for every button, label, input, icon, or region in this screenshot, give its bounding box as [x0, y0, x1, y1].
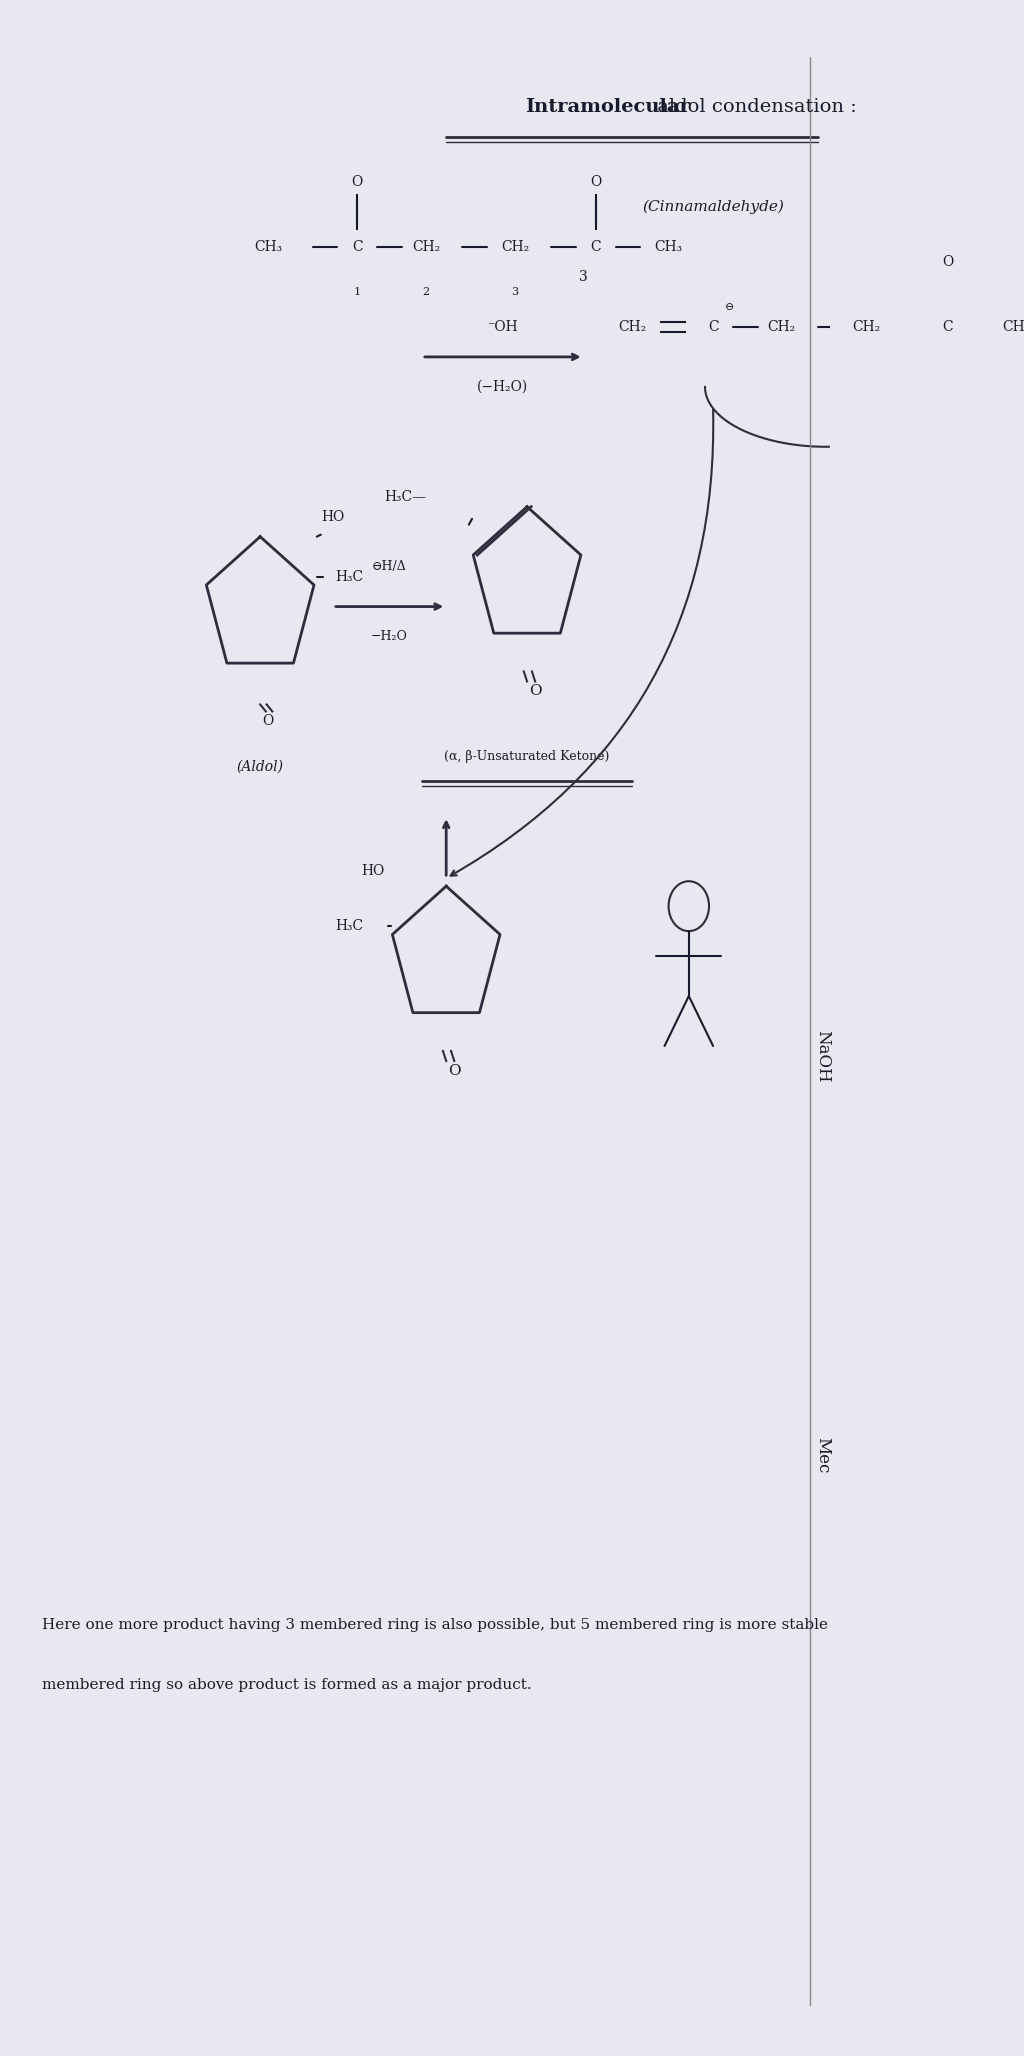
Text: H₃C—: H₃C—	[385, 489, 427, 504]
Text: 3: 3	[580, 269, 588, 284]
Text: C: C	[591, 241, 601, 255]
Text: NaOH: NaOH	[814, 1030, 830, 1081]
Text: O: O	[590, 175, 601, 189]
Text: −H₂O: −H₂O	[371, 629, 408, 644]
Text: O: O	[942, 255, 953, 269]
Text: Intramolecular: Intramolecular	[525, 99, 690, 117]
Text: C: C	[352, 241, 362, 255]
Text: 2: 2	[423, 288, 429, 296]
Text: 1: 1	[353, 288, 360, 296]
Text: ⁻OH: ⁻OH	[487, 321, 518, 333]
Text: Mec: Mec	[814, 1437, 830, 1474]
Text: CH₃: CH₃	[654, 241, 683, 255]
Text: O: O	[262, 713, 273, 728]
Text: CH₂: CH₂	[618, 321, 646, 333]
Text: (−H₂O): (−H₂O)	[477, 380, 528, 395]
Text: Here one more product having 3 membered ring is also possible, but 5 membered ri: Here one more product having 3 membered …	[42, 1618, 827, 1632]
Text: ⊖H/Δ: ⊖H/Δ	[372, 559, 407, 574]
Text: C: C	[942, 321, 953, 333]
Text: aldol condensation :: aldol condensation :	[650, 99, 856, 117]
Text: CH₃: CH₃	[254, 241, 283, 255]
Text: (α, β-Unsaturated Ketone): (α, β-Unsaturated Ketone)	[444, 750, 609, 763]
Text: CH₂: CH₂	[768, 321, 796, 333]
Text: HO: HO	[361, 864, 385, 878]
Text: H₃C: H₃C	[335, 919, 364, 933]
Text: CH₂: CH₂	[853, 321, 881, 333]
Text: O: O	[351, 175, 362, 189]
Text: ⊖: ⊖	[725, 302, 734, 313]
Text: CH₂: CH₂	[501, 241, 529, 255]
Text: (Aldol): (Aldol)	[237, 759, 284, 773]
Text: 3: 3	[511, 288, 518, 296]
Text: C: C	[708, 321, 719, 333]
Text: O: O	[528, 685, 542, 699]
Text: O: O	[447, 1063, 461, 1077]
Text: H₃C: H₃C	[335, 570, 364, 584]
Text: CH₃: CH₃	[1002, 321, 1024, 333]
Text: HO: HO	[322, 510, 345, 524]
Text: membered ring so above product is formed as a major product.: membered ring so above product is formed…	[42, 1678, 531, 1692]
Text: CH₂: CH₂	[412, 241, 440, 255]
Text: (Cinnamaldehyde): (Cinnamaldehyde)	[642, 199, 784, 214]
